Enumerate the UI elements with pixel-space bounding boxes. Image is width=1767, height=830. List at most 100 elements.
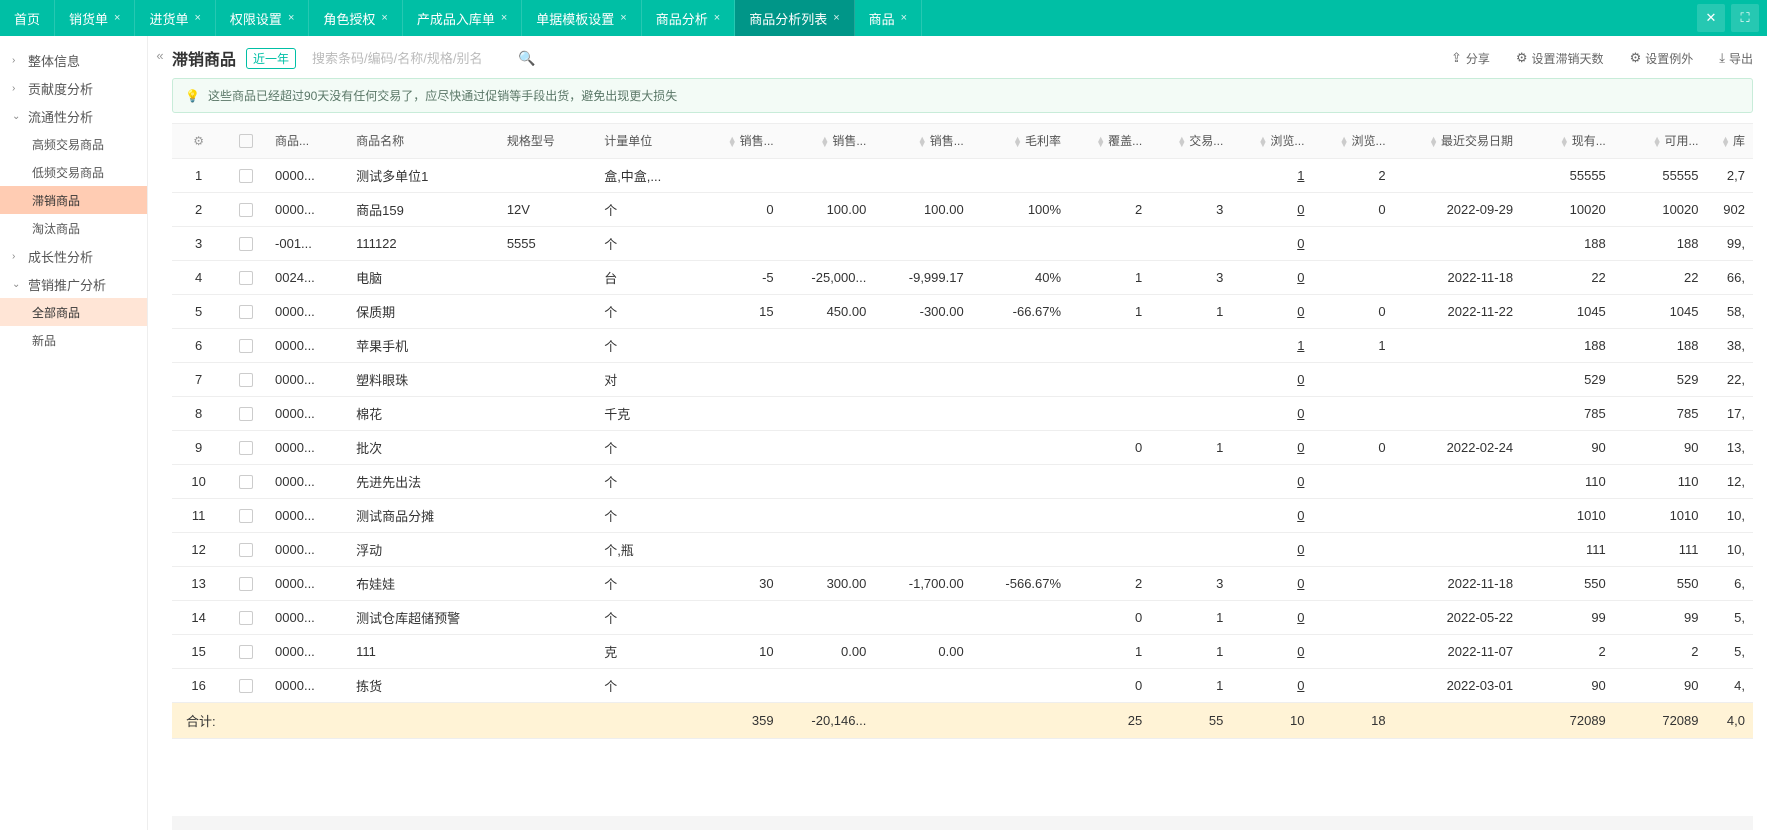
gear-column-header[interactable]: ⚙ — [172, 124, 225, 158]
sidebar-child-item[interactable]: 滞销商品 — [0, 186, 147, 214]
sidebar-group-item[interactable]: ›贡献度分析 — [0, 74, 147, 102]
table-row[interactable]: 120000...浮动个,瓶011111110, — [172, 532, 1753, 566]
browse-link[interactable]: 0 — [1297, 202, 1304, 217]
close-icon[interactable]: × — [114, 12, 120, 24]
set-exception-action[interactable]: ⚙设置例外 — [1630, 50, 1694, 67]
sidebar-group-item[interactable]: ⌄营销推广分析 — [0, 270, 147, 298]
col-last-trade-date[interactable]: ▲▼最近交易日期 — [1394, 124, 1522, 158]
table-row[interactable]: 130000...布娃娃个30300.00-1,700.00-566.67%23… — [172, 566, 1753, 600]
browse-link[interactable]: 0 — [1297, 474, 1304, 489]
browse-link[interactable]: 0 — [1297, 576, 1304, 591]
sidebar-group-item[interactable]: ⌄流通性分析 — [0, 102, 147, 130]
close-icon[interactable]: × — [901, 12, 907, 24]
checkbox-column-header[interactable] — [225, 124, 267, 158]
row-checkbox[interactable] — [239, 373, 253, 387]
sidebar-child-item[interactable]: 高频交易商品 — [0, 130, 147, 158]
close-icon[interactable]: × — [501, 12, 507, 24]
row-checkbox[interactable] — [239, 543, 253, 557]
row-checkbox[interactable] — [239, 237, 253, 251]
period-badge[interactable]: 近一年 — [246, 48, 296, 69]
col-sales-3[interactable]: ▲▼销售... — [874, 124, 971, 158]
table-row[interactable]: 40024...电脑台-5-25,000...-9,999.1740%13020… — [172, 260, 1753, 294]
row-checkbox[interactable] — [239, 271, 253, 285]
browse-link[interactable]: 0 — [1297, 440, 1304, 455]
export-action[interactable]: ⤓导出 — [1719, 50, 1753, 67]
close-icon[interactable]: × — [194, 12, 200, 24]
horizontal-scrollbar[interactable] — [172, 816, 1753, 830]
row-checkbox[interactable] — [239, 407, 253, 421]
col-coverage[interactable]: ▲▼覆盖... — [1069, 124, 1150, 158]
browse-link[interactable]: 1 — [1297, 168, 1304, 183]
browse-link[interactable]: 0 — [1297, 236, 1304, 251]
table-row[interactable]: 70000...塑料眼珠对052952922, — [172, 362, 1753, 396]
top-tab[interactable]: 单据模板设置× — [522, 0, 641, 36]
top-tab[interactable]: 产成品入库单× — [403, 0, 522, 36]
table-row[interactable]: 50000...保质期个15450.00-300.00-66.67%110020… — [172, 294, 1753, 328]
table-row[interactable]: 20000...商品15912V个0100.00100.00100%230020… — [172, 192, 1753, 226]
close-icon[interactable]: × — [288, 12, 294, 24]
close-icon[interactable]: × — [381, 12, 387, 24]
row-checkbox[interactable] — [239, 169, 253, 183]
close-icon[interactable]: × — [833, 12, 839, 24]
col-trade[interactable]: ▲▼交易... — [1150, 124, 1231, 158]
browse-link[interactable]: 0 — [1297, 406, 1304, 421]
sidebar-child-item[interactable]: 低频交易商品 — [0, 158, 147, 186]
table-row[interactable]: 110000...测试商品分摊个01010101010, — [172, 498, 1753, 532]
col-sales-amt[interactable]: ▲▼销售... — [782, 124, 875, 158]
browse-link[interactable]: 0 — [1297, 372, 1304, 387]
search-input[interactable] — [312, 47, 512, 70]
checkbox-all[interactable] — [239, 134, 253, 148]
row-checkbox[interactable] — [239, 611, 253, 625]
col-gross-margin[interactable]: ▲▼毛利率 — [972, 124, 1069, 158]
row-checkbox[interactable] — [239, 305, 253, 319]
table-row[interactable]: 160000...拣货个0102022-03-0190904, — [172, 668, 1753, 702]
browse-link[interactable]: 0 — [1297, 678, 1304, 693]
browse-link[interactable]: 0 — [1297, 610, 1304, 625]
close-icon[interactable]: × — [620, 12, 626, 24]
row-checkbox[interactable] — [239, 441, 253, 455]
search-icon[interactable]: 🔍 — [518, 50, 535, 67]
table-row[interactable]: 150000...111克100.000.001102022-11-07225, — [172, 634, 1753, 668]
fullscreen-button[interactable]: ⛶ — [1731, 4, 1759, 32]
browse-link[interactable]: 0 — [1297, 542, 1304, 557]
top-tab[interactable]: 销货单× — [55, 0, 135, 36]
sidebar-child-item[interactable]: 全部商品 — [0, 298, 147, 326]
col-spec[interactable]: 规格型号 — [499, 124, 596, 158]
col-inventory[interactable]: ▲▼库 — [1707, 124, 1754, 158]
share-action[interactable]: ⇪分享 — [1451, 50, 1490, 67]
table-scroll-area[interactable]: ⚙ 商品... 商品名称 规格型号 计量单位 ▲▼销售... ▲▼销售... ▲… — [172, 123, 1753, 816]
close-icon[interactable]: × — [714, 12, 720, 24]
close-all-tabs-button[interactable]: ✕ — [1697, 4, 1725, 32]
table-row[interactable]: 10000...测试多单位1盒,中盒,...1255555555552,7 — [172, 158, 1753, 192]
table-row[interactable]: 140000...测试仓库超储预警个0102022-05-2299995, — [172, 600, 1753, 634]
browse-link[interactable]: 0 — [1297, 304, 1304, 319]
col-code[interactable]: 商品... — [267, 124, 348, 158]
table-row[interactable]: 100000...先进先出法个011011012, — [172, 464, 1753, 498]
browse-link[interactable]: 0 — [1297, 270, 1304, 285]
row-checkbox[interactable] — [239, 339, 253, 353]
browse-link[interactable]: 0 — [1297, 644, 1304, 659]
sidebar-collapse-handle[interactable]: « — [148, 36, 172, 830]
table-row[interactable]: 80000...棉花千克078578517, — [172, 396, 1753, 430]
browse-link[interactable]: 1 — [1297, 338, 1304, 353]
table-row[interactable]: 90000...批次个01002022-02-24909013, — [172, 430, 1753, 464]
col-browse2[interactable]: ▲▼浏览... — [1312, 124, 1393, 158]
top-tab[interactable]: 首页 — [0, 0, 55, 36]
top-tab[interactable]: 角色授权× — [309, 0, 402, 36]
col-unit[interactable]: 计量单位 — [596, 124, 693, 158]
set-days-action[interactable]: ⚙设置滞销天数 — [1516, 50, 1604, 67]
browse-link[interactable]: 0 — [1297, 508, 1304, 523]
table-row[interactable]: 3-001...1111225555个018818899, — [172, 226, 1753, 260]
top-tab[interactable]: 商品分析× — [642, 0, 735, 36]
row-checkbox[interactable] — [239, 577, 253, 591]
col-sales-qty[interactable]: ▲▼销售... — [694, 124, 782, 158]
row-checkbox[interactable] — [239, 203, 253, 217]
col-stock[interactable]: ▲▼现有... — [1521, 124, 1614, 158]
col-available[interactable]: ▲▼可用... — [1614, 124, 1707, 158]
sidebar-group-item[interactable]: ›成长性分析 — [0, 242, 147, 270]
top-tab[interactable]: 商品× — [855, 0, 922, 36]
row-checkbox[interactable] — [239, 679, 253, 693]
top-tab[interactable]: 权限设置× — [216, 0, 309, 36]
col-name[interactable]: 商品名称 — [348, 124, 499, 158]
row-checkbox[interactable] — [239, 509, 253, 523]
